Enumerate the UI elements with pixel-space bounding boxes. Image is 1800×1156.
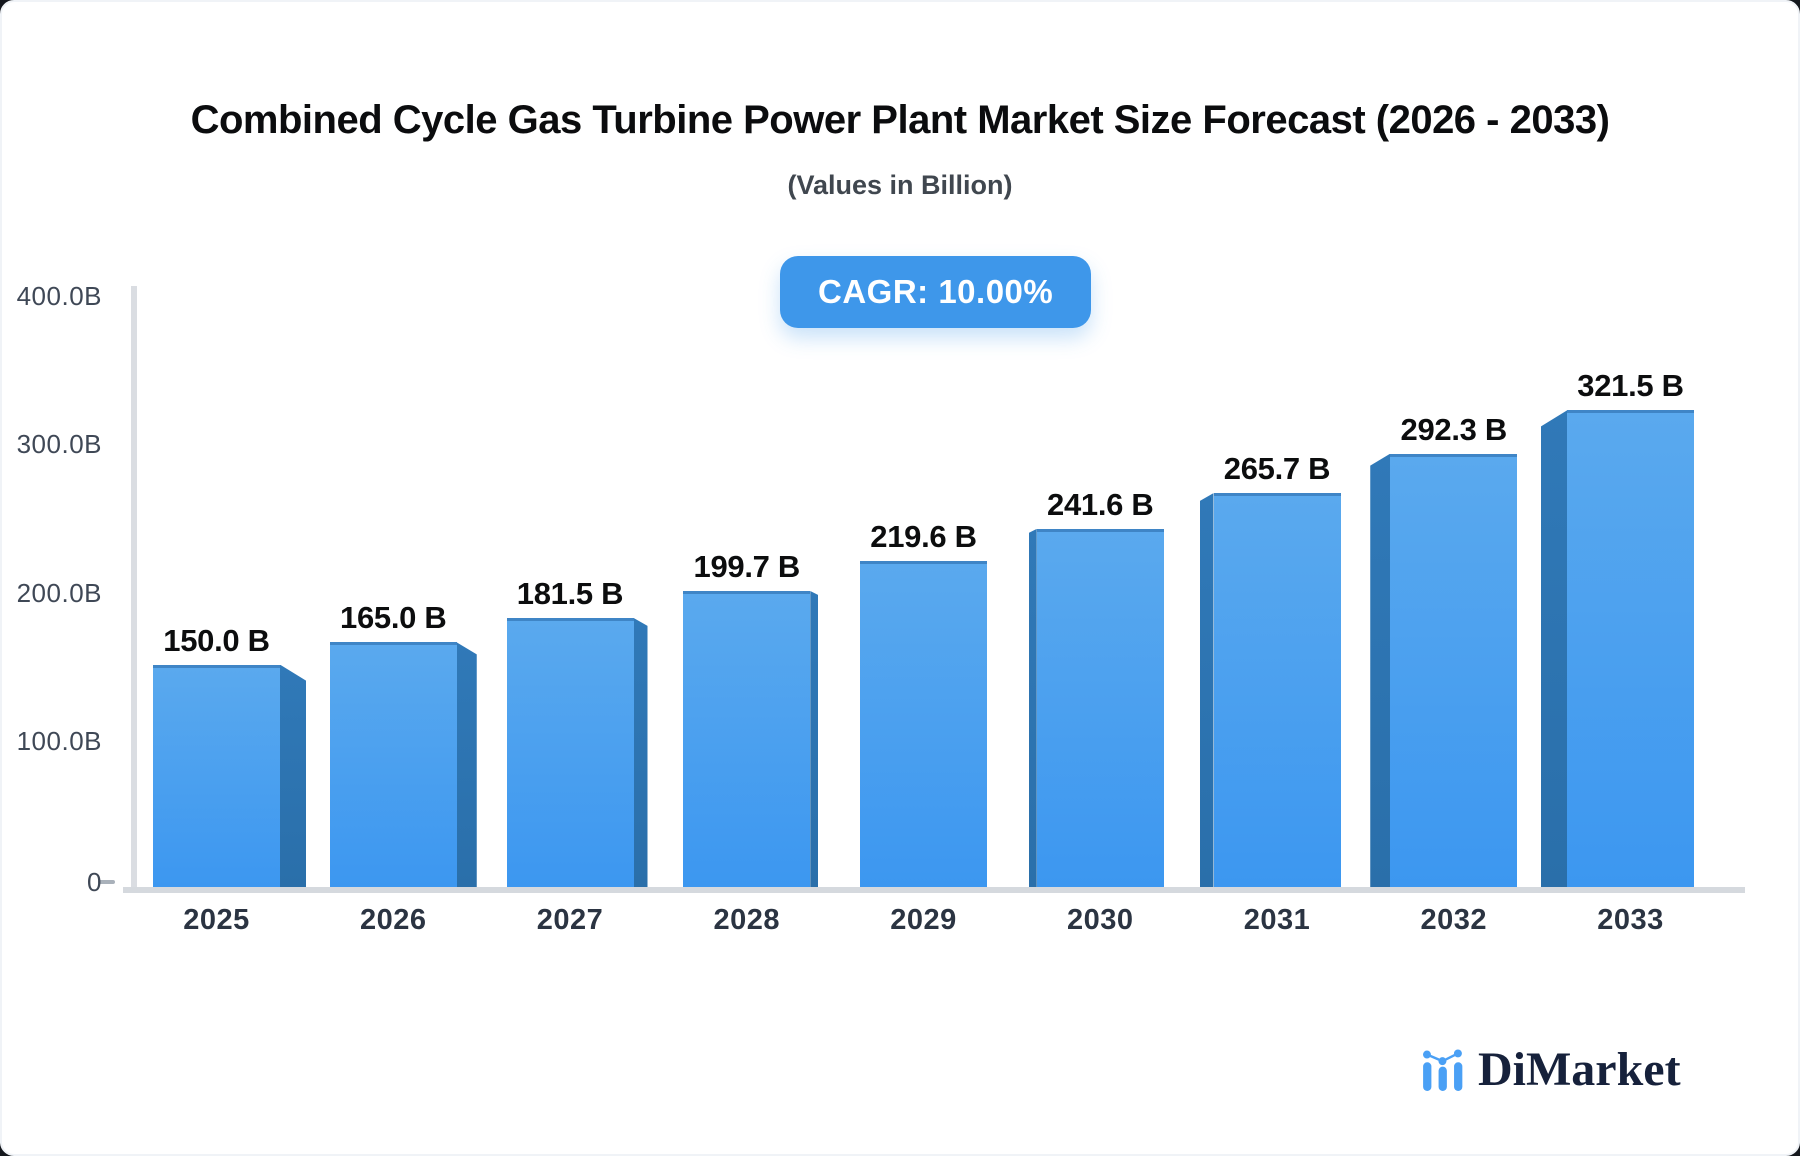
bar <box>1567 410 1694 887</box>
y-axis-tick-label: 200.0B <box>16 577 102 608</box>
bar-side-face <box>810 590 819 887</box>
bar-value-label: 181.5 B <box>516 575 624 611</box>
bar <box>1213 493 1341 887</box>
bar-value-label: 241.6 B <box>1047 486 1154 522</box>
y-axis-tick-label: 0 <box>87 867 102 897</box>
bar-value-label: 219.6 B <box>870 519 977 555</box>
bar-value-label: 292.3 B <box>1400 411 1508 447</box>
bar-value-label: 265.7 B <box>1223 451 1331 487</box>
x-axis-label: 2028 <box>713 904 780 936</box>
bar-value-label: 165.0 B <box>340 600 447 636</box>
bar <box>506 617 634 887</box>
bar-side-face <box>633 617 648 887</box>
x-axis-label: 2030 <box>1066 904 1134 936</box>
chart-subtitle: (Values in Billion) <box>787 170 1013 200</box>
logo-text: DiMarket <box>1478 1043 1681 1096</box>
bar <box>329 642 457 887</box>
y-axis-tick-label: 300.0B <box>16 429 102 460</box>
bar-value-label: 150.0 B <box>163 622 270 658</box>
y-axis-line <box>131 286 137 893</box>
x-axis-label: 2026 <box>359 904 427 936</box>
bar <box>153 664 280 887</box>
zero-tick-mark <box>98 880 115 884</box>
x-axis-label: 2025 <box>183 904 250 936</box>
x-axis-label: 2033 <box>1597 904 1664 936</box>
y-axis-tick-label: 100.0B <box>16 725 102 756</box>
x-axis-label: 2031 <box>1243 904 1311 936</box>
bar-side-face <box>1370 453 1391 887</box>
bar <box>1036 528 1164 887</box>
x-axis-label: 2032 <box>1420 904 1487 936</box>
cagr-badge: CAGR: 10.00% <box>780 256 1092 328</box>
chart-title: Combined Cycle Gas Turbine Power Plant M… <box>190 98 1610 142</box>
logo-bars-icon <box>1422 1048 1463 1091</box>
bar-side-face <box>1199 493 1214 887</box>
y-axis-tick-label: 400.0B <box>16 281 102 311</box>
x-axis-label: 2029 <box>890 904 957 936</box>
bar-value-label: 321.5 B <box>1577 368 1684 404</box>
bar <box>1390 453 1518 887</box>
bar-value-label: 199.7 B <box>693 548 801 584</box>
bar-side-face <box>1028 528 1037 887</box>
x-axis-label: 2027 <box>536 904 604 936</box>
bar <box>860 561 987 887</box>
bar <box>683 590 811 887</box>
bar-side-face <box>280 664 306 887</box>
dimarket-logo: DiMarket <box>1422 1042 1681 1097</box>
bar-side-face <box>1541 410 1567 887</box>
x-axis-baseline <box>123 887 1745 893</box>
bar-side-face <box>456 642 477 887</box>
